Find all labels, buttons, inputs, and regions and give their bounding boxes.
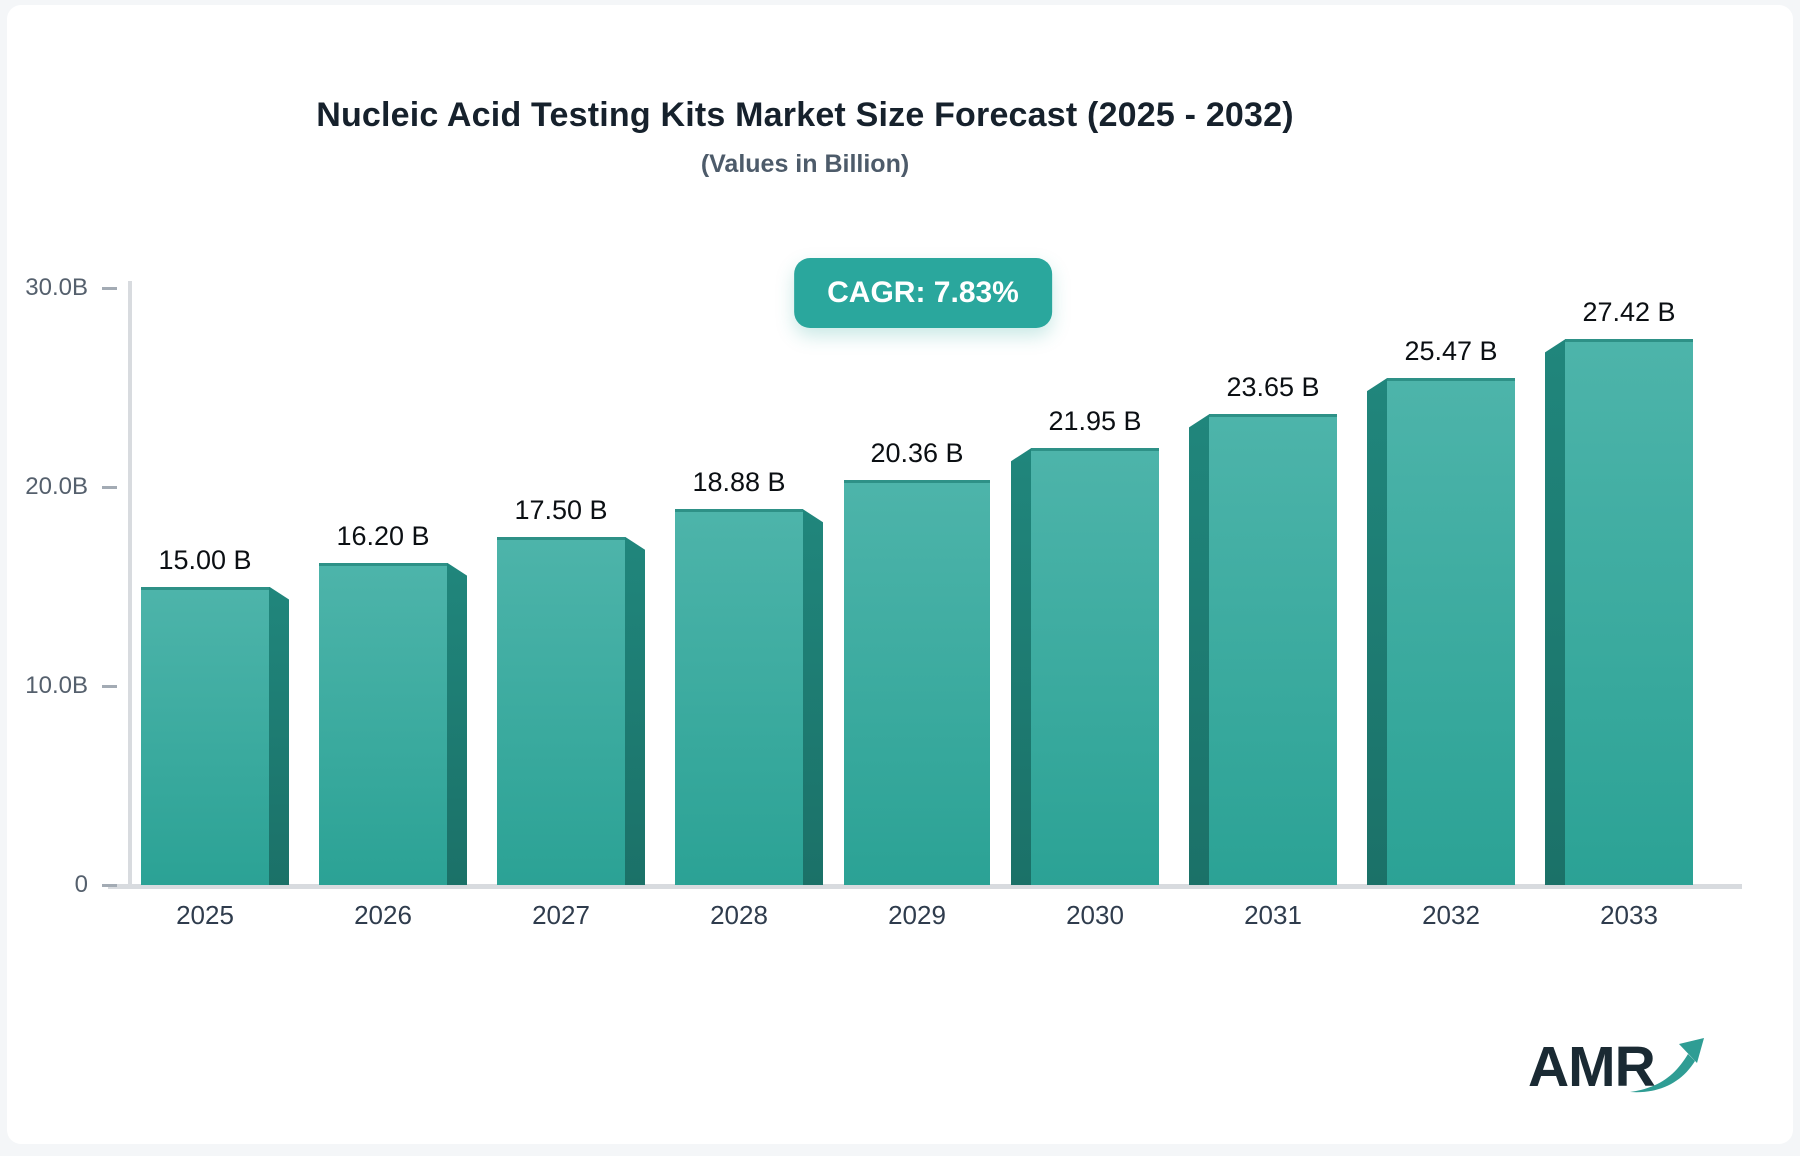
bar-side-face <box>1545 339 1565 885</box>
x-tick-label: 2030 <box>1066 900 1124 930</box>
bar-2025 <box>141 586 269 885</box>
bar-side-face <box>269 586 289 885</box>
y-tick-label: 10.0B <box>25 672 88 699</box>
chart-title: Nucleic Acid Testing Kits Market Size Fo… <box>316 96 1294 134</box>
x-tick-label: 2026 <box>354 900 412 930</box>
bar-side-face <box>1367 378 1387 885</box>
bar-value-label: 16.20 B <box>336 520 430 551</box>
bar-side-face <box>447 562 467 885</box>
x-axis-line <box>108 884 1742 889</box>
y-tick-label: 0 <box>74 871 88 898</box>
bar-2033 <box>1565 339 1693 885</box>
bar-value-label: 15.00 B <box>158 544 252 575</box>
x-tick-label: 2031 <box>1244 900 1302 930</box>
bar-2028 <box>675 509 803 885</box>
growth-arrow-icon <box>1630 1038 1704 1093</box>
y-tick-mark <box>102 884 117 887</box>
bar-value-label: 21.95 B <box>1048 406 1142 437</box>
bar-2026 <box>319 562 447 885</box>
bar-value-label: 27.42 B <box>1582 297 1676 328</box>
bar-side-face <box>803 509 823 885</box>
bar-value-label: 25.47 B <box>1404 336 1498 367</box>
x-tick-label: 2029 <box>888 900 946 930</box>
bar-2027 <box>497 536 625 885</box>
y-tick-mark <box>102 486 117 489</box>
bar-2031 <box>1209 414 1337 885</box>
bar-2030 <box>1031 448 1159 885</box>
x-tick-label: 2032 <box>1422 900 1480 930</box>
amr-logo-text: AMR <box>1528 1035 1656 1099</box>
bar-2032 <box>1387 378 1515 885</box>
bar-2029 <box>844 479 990 885</box>
bar-value-label: 20.36 B <box>870 437 964 468</box>
amr-logo: AMR <box>1528 1034 1728 1106</box>
y-tick-mark <box>102 685 117 688</box>
bar-value-label: 23.65 B <box>1226 372 1320 403</box>
bar-side-face <box>1189 414 1209 885</box>
x-tick-label: 2027 <box>532 900 590 930</box>
bar-side-face <box>625 536 645 885</box>
cagr-badge: CAGR: 7.83% <box>794 258 1052 328</box>
y-tick-mark <box>102 287 117 290</box>
y-tick-label: 20.0B <box>25 473 88 500</box>
chart-subtitle: (Values in Billion) <box>700 150 910 178</box>
x-tick-label: 2028 <box>710 900 768 930</box>
x-tick-label: 2033 <box>1600 900 1658 930</box>
bar-value-label: 18.88 B <box>692 467 786 498</box>
y-axis-line <box>128 281 132 885</box>
x-tick-label: 2025 <box>176 900 234 930</box>
bar-value-label: 17.50 B <box>514 494 608 525</box>
bar-side-face <box>1011 448 1031 885</box>
y-tick-label: 30.0B <box>25 274 88 301</box>
